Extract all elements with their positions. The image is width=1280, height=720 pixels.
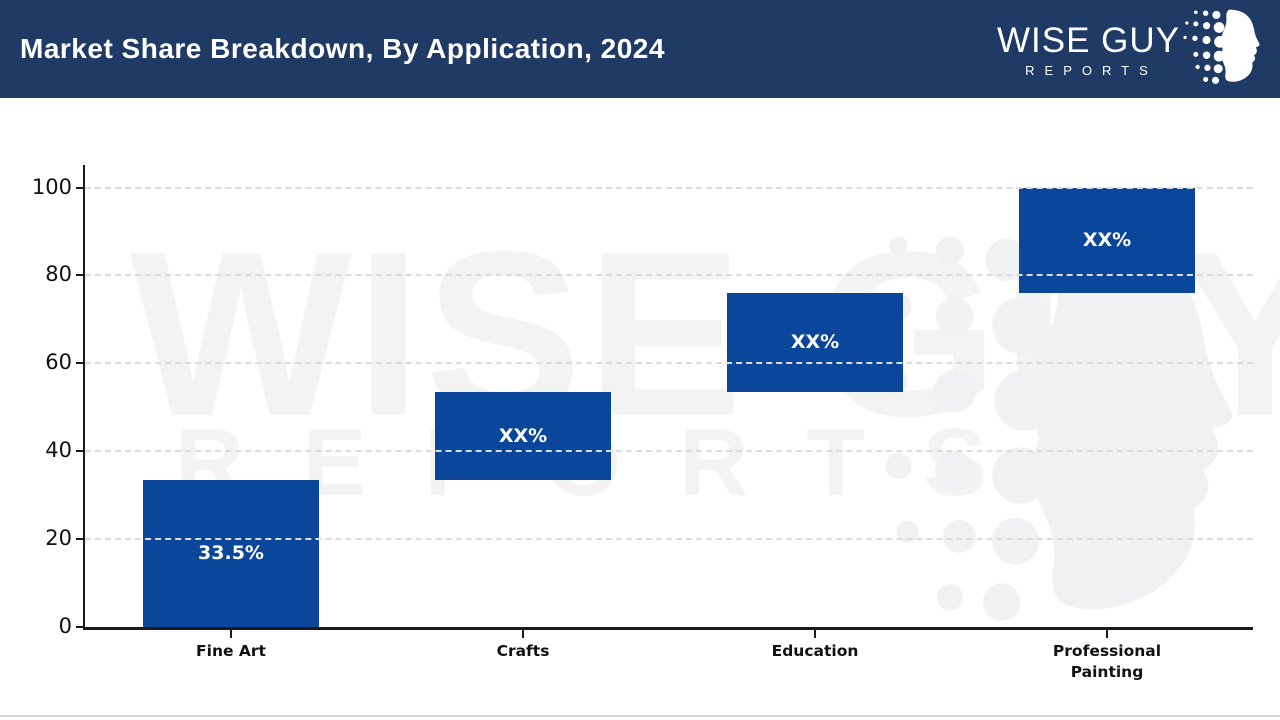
bar-value-label-fine-art: 33.5%	[198, 542, 264, 565]
y-axis-tick-label: 60	[45, 350, 72, 375]
bar-value-label-education: XX%	[790, 331, 840, 354]
y-axis-tick-label: 80	[45, 262, 72, 287]
x-axis-label-fine-art: Fine Art	[196, 642, 266, 660]
bar-value-label-professional-painting: XX%	[1082, 229, 1132, 252]
brand-name: WISE GUY	[996, 20, 1180, 60]
gridline-y-80	[85, 274, 1253, 277]
gridline-y-100	[85, 186, 1253, 189]
bar-education: XX%	[727, 293, 903, 392]
face-profile-logo-icon	[1183, 9, 1260, 84]
y-axis-tick-label: 100	[31, 174, 72, 199]
gridline-y-20	[85, 538, 1253, 541]
footer-divider	[0, 715, 1280, 717]
y-tick-20	[76, 538, 84, 541]
y-tick-100	[76, 186, 84, 189]
y-axis-tick-label: 20	[45, 526, 72, 551]
x-tick-fine-art	[230, 630, 232, 638]
x-tick-crafts	[522, 630, 524, 638]
bar-crafts: XX%	[435, 391, 611, 480]
header: Market Share Breakdown, By Application, …	[0, 0, 1280, 98]
x-axis-label-crafts: Crafts	[496, 642, 550, 660]
brand-logo: WISE GUY REPORTS	[997, 6, 1266, 92]
brand-logo-text: WISE GUY REPORTS	[997, 21, 1180, 78]
x-axis-line	[83, 627, 1253, 630]
gridline-y-60	[85, 362, 1253, 365]
y-tick-0	[76, 626, 84, 628]
x-tick-education	[814, 630, 816, 638]
y-tick-60	[76, 362, 84, 365]
gridline-y-40	[85, 450, 1253, 453]
y-axis-line	[83, 165, 85, 629]
bar-fine-art: 33.5%	[143, 479, 319, 627]
brand-subtitle: REPORTS	[1025, 62, 1158, 78]
x-axis-label-education: Education	[771, 642, 859, 660]
x-axis-label-professional-painting: Professional Painting	[1052, 642, 1162, 681]
bar-value-label-crafts: XX%	[498, 424, 548, 447]
y-tick-40	[76, 450, 84, 453]
bar-professional-painting: XX%	[1019, 187, 1195, 294]
y-axis-tick-label: 40	[45, 438, 72, 463]
x-tick-professional-painting	[1106, 630, 1108, 638]
y-tick-80	[76, 274, 84, 277]
y-axis-tick-label: 0	[58, 614, 72, 638]
page-title: Market Share Breakdown, By Application, …	[20, 33, 665, 64]
